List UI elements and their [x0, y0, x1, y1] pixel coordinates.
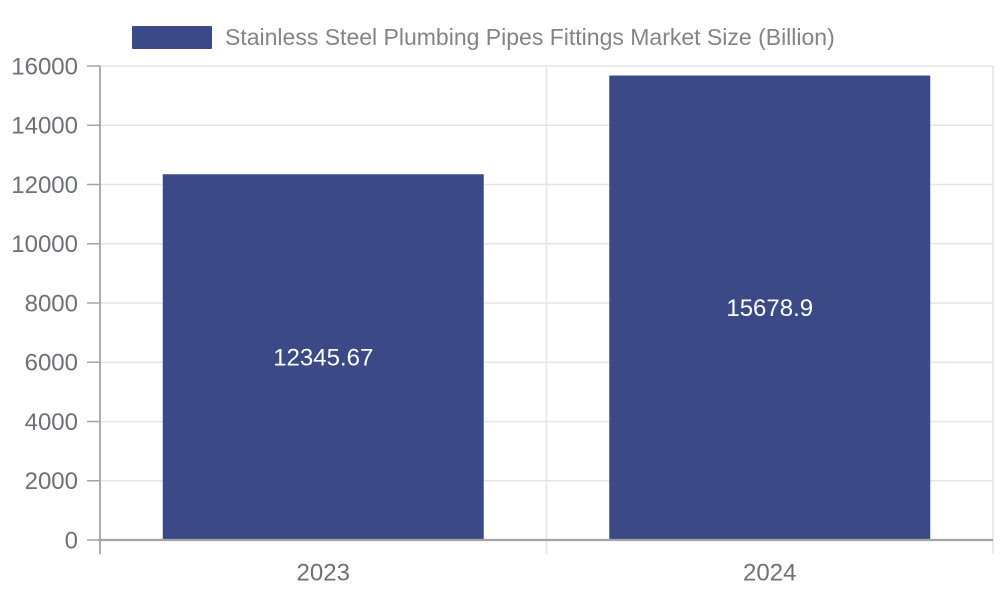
bar-2024[interactable]: [609, 75, 931, 541]
bar-value-label: 12345.67: [273, 345, 373, 372]
y-axis-tick-label: 6000: [25, 350, 78, 377]
legend-swatch: [132, 26, 212, 49]
bar-value-label: 15678.9: [726, 295, 813, 322]
x-axis-tick-label: 2023: [297, 559, 350, 586]
y-axis-tick-label: 16000: [11, 53, 78, 80]
x-axis-tick-label: 2024: [743, 559, 796, 586]
legend-item[interactable]: Stainless Steel Plumbing Pipes Fittings …: [132, 24, 835, 51]
legend-label: Stainless Steel Plumbing Pipes Fittings …: [225, 24, 835, 50]
y-axis-tick-label: 12000: [11, 172, 78, 199]
y-axis-tick-label: 14000: [11, 113, 78, 140]
y-axis-tick-label: 2000: [25, 468, 78, 495]
y-axis-tick-label: 10000: [11, 231, 78, 258]
y-axis-tick-label: 8000: [25, 290, 78, 317]
y-axis-tick-label: 0: [65, 527, 78, 554]
bar-2023[interactable]: [162, 174, 484, 540]
y-axis-tick-label: 4000: [25, 409, 78, 436]
